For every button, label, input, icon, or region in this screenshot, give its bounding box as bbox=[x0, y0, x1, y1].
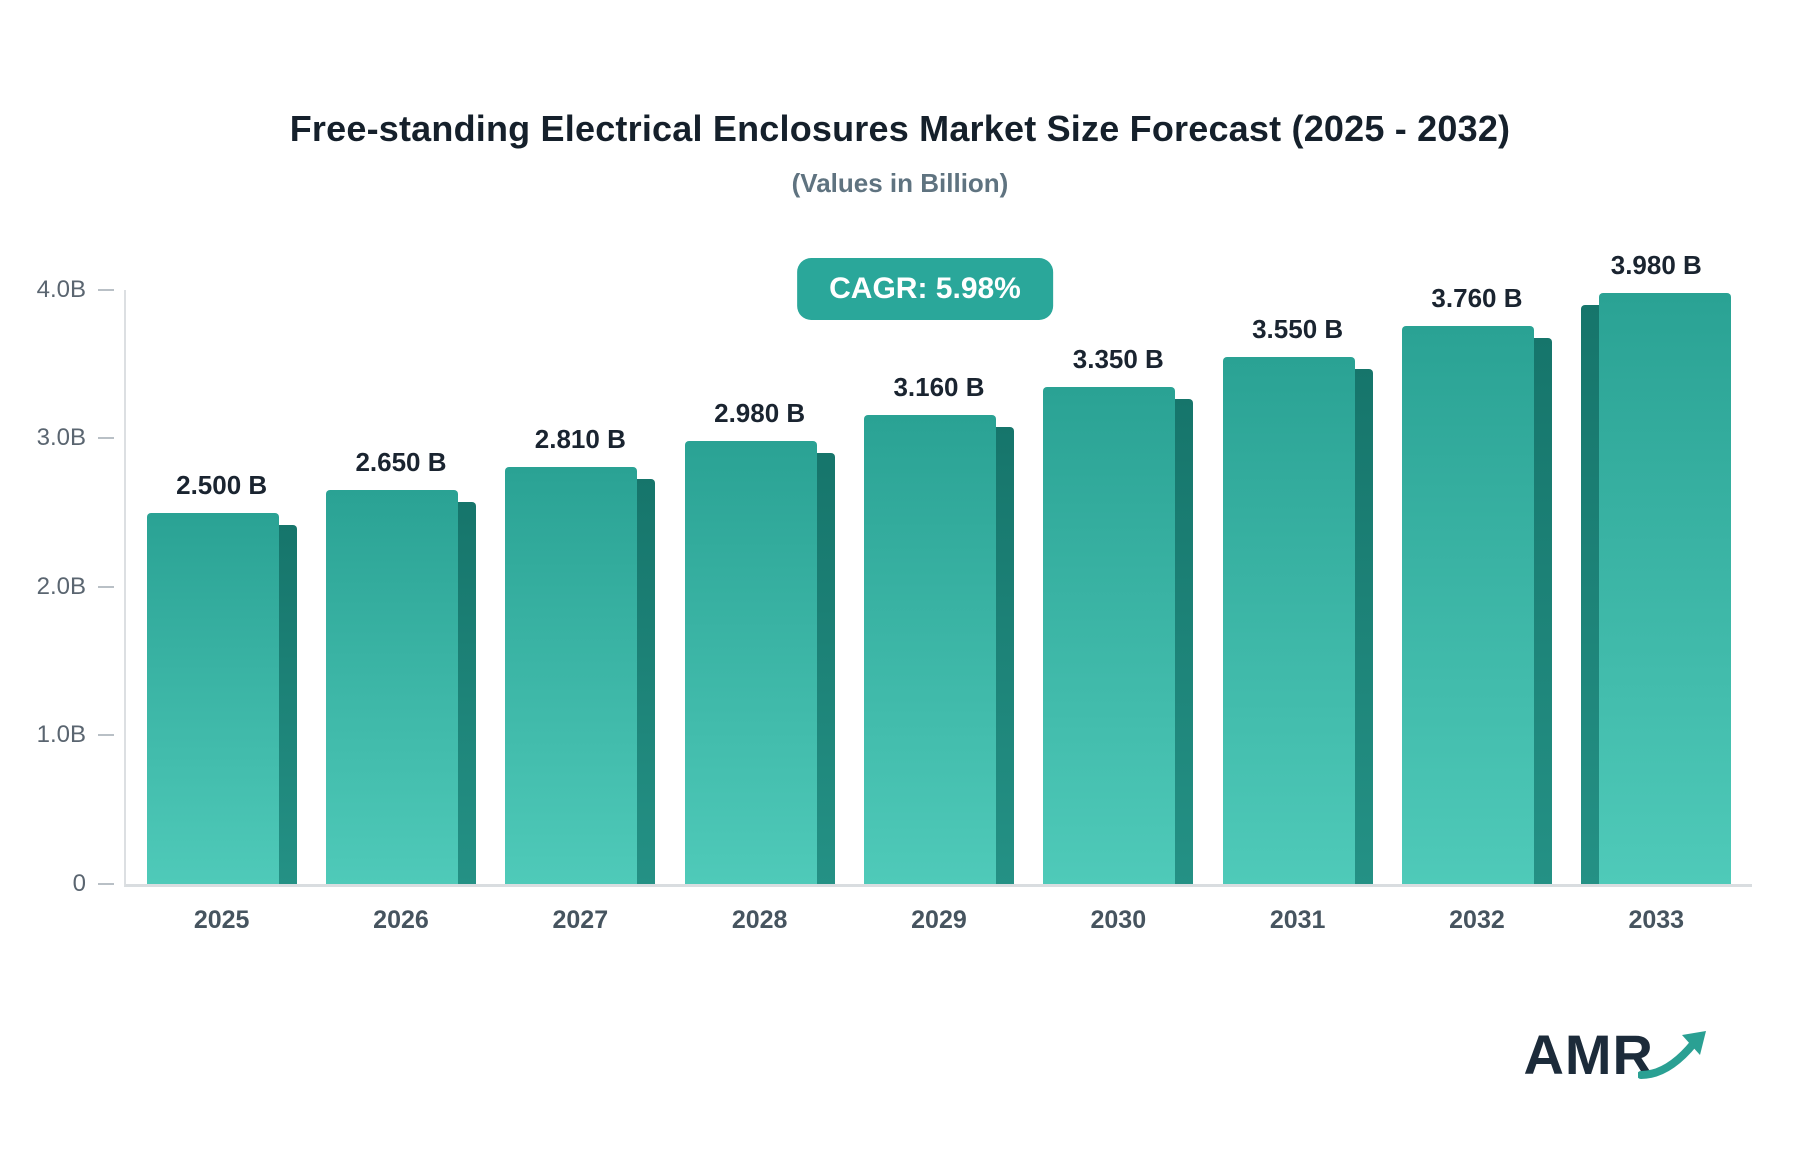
bar-face bbox=[1599, 293, 1732, 884]
bar bbox=[1401, 326, 1552, 884]
x-axis-label: 2026 bbox=[373, 906, 429, 934]
x-axis-label: 2033 bbox=[1628, 906, 1685, 934]
y-axis-tick: 2.0B bbox=[37, 573, 114, 601]
bar-face bbox=[505, 467, 638, 884]
bar bbox=[146, 513, 297, 884]
y-tick-mark bbox=[98, 289, 114, 291]
bar-side-shade bbox=[1581, 305, 1600, 884]
y-axis-tick: 4.0B bbox=[37, 276, 114, 304]
chart-title: Free-standing Electrical Enclosures Mark… bbox=[289, 108, 1511, 149]
bar-value-label: 2.650 B bbox=[355, 447, 447, 477]
x-axis-label: 2030 bbox=[1090, 906, 1147, 934]
bar-value-label: 3.760 B bbox=[1431, 283, 1523, 313]
bar-side-shade bbox=[278, 525, 297, 884]
chart-subtitle: (Values in Billion) bbox=[791, 168, 1009, 198]
x-axis-label: 2027 bbox=[552, 906, 609, 934]
bar-slot: 2.650 B bbox=[311, 447, 490, 884]
bar-value-label: 2.810 B bbox=[534, 424, 626, 454]
x-axis-label: 2029 bbox=[911, 906, 967, 934]
bar-face bbox=[684, 441, 817, 884]
bar-slot: 3.350 B bbox=[1029, 344, 1208, 884]
y-tick-label: 3.0B bbox=[36, 424, 86, 451]
bar-slot: 2.500 B bbox=[132, 470, 311, 884]
y-axis: 0 1.0B 2.0B 3.0B 4.0B bbox=[6, 276, 126, 897]
bar-face bbox=[1043, 387, 1176, 884]
bar bbox=[1222, 357, 1373, 884]
x-labels: 2025 2026 2027 2028 2029 2030 2031 2032 2033 bbox=[126, 906, 1752, 935]
bar bbox=[684, 441, 835, 884]
bar bbox=[325, 490, 476, 884]
cagr-badge: CAGR: 5.98% bbox=[797, 258, 1053, 320]
bar-face bbox=[1401, 326, 1534, 884]
bar bbox=[505, 467, 656, 884]
bar-side-shade bbox=[637, 479, 656, 884]
bar-side-shade bbox=[1175, 399, 1194, 884]
x-axis-label: 2031 bbox=[1269, 906, 1326, 934]
bar-slot: 2.980 B bbox=[670, 398, 849, 884]
bar-slot: 3.760 B bbox=[1387, 283, 1566, 884]
bar-side-shade bbox=[995, 427, 1014, 884]
bar-face bbox=[863, 415, 996, 884]
x-axis-label: 2032 bbox=[1449, 906, 1505, 934]
y-axis-tick: 0 bbox=[73, 870, 114, 898]
bar-value-label: 3.980 B bbox=[1610, 250, 1702, 280]
bar-side-shade bbox=[816, 453, 835, 884]
y-tick-label: 4.0B bbox=[36, 276, 86, 303]
bar-value-label: 3.160 B bbox=[893, 372, 985, 402]
y-tick-label: 2.0B bbox=[36, 573, 86, 600]
y-tick-mark bbox=[98, 734, 114, 736]
bar-value-label: 2.980 B bbox=[714, 398, 806, 428]
bar-value-label: 3.550 B bbox=[1252, 314, 1344, 344]
bar bbox=[1581, 293, 1732, 884]
bar bbox=[1043, 387, 1194, 884]
bar-slot: 2.810 B bbox=[491, 424, 670, 884]
y-tick-label: 0 bbox=[72, 870, 86, 897]
bar-side-shade bbox=[1533, 338, 1552, 884]
bar-slot: 3.550 B bbox=[1208, 314, 1387, 884]
y-tick-mark bbox=[98, 437, 114, 439]
bar-value-label: 3.350 B bbox=[1072, 344, 1164, 374]
bar-side-shade bbox=[1354, 369, 1373, 884]
bar-slot: 3.160 B bbox=[849, 372, 1028, 884]
x-axis-label: 2025 bbox=[193, 906, 250, 934]
bar bbox=[863, 415, 1014, 884]
bar-side-shade bbox=[457, 502, 476, 884]
y-tick-mark bbox=[98, 586, 114, 588]
amr-logo-text: AMR bbox=[1523, 1023, 1654, 1086]
y-axis-tick: 1.0B bbox=[37, 721, 114, 749]
amr-logo: AMR bbox=[1523, 1022, 1708, 1087]
bar-face bbox=[1222, 357, 1355, 884]
bar-value-label: 2.500 B bbox=[176, 470, 268, 500]
y-tick-mark bbox=[98, 883, 114, 885]
bar-slot: 3.980 B bbox=[1567, 250, 1746, 884]
bars: 2.500 B 2.650 B 2.810 B 2.980 B 3.160 B 3.350… bbox=[126, 250, 1752, 884]
y-axis-tick: 3.0B bbox=[37, 424, 114, 452]
bar-face bbox=[146, 513, 279, 884]
bar-face bbox=[325, 490, 458, 884]
x-axis-label: 2028 bbox=[731, 906, 788, 934]
trend-up-arrow-icon bbox=[1637, 1029, 1708, 1086]
y-tick-label: 1.0B bbox=[36, 721, 86, 748]
